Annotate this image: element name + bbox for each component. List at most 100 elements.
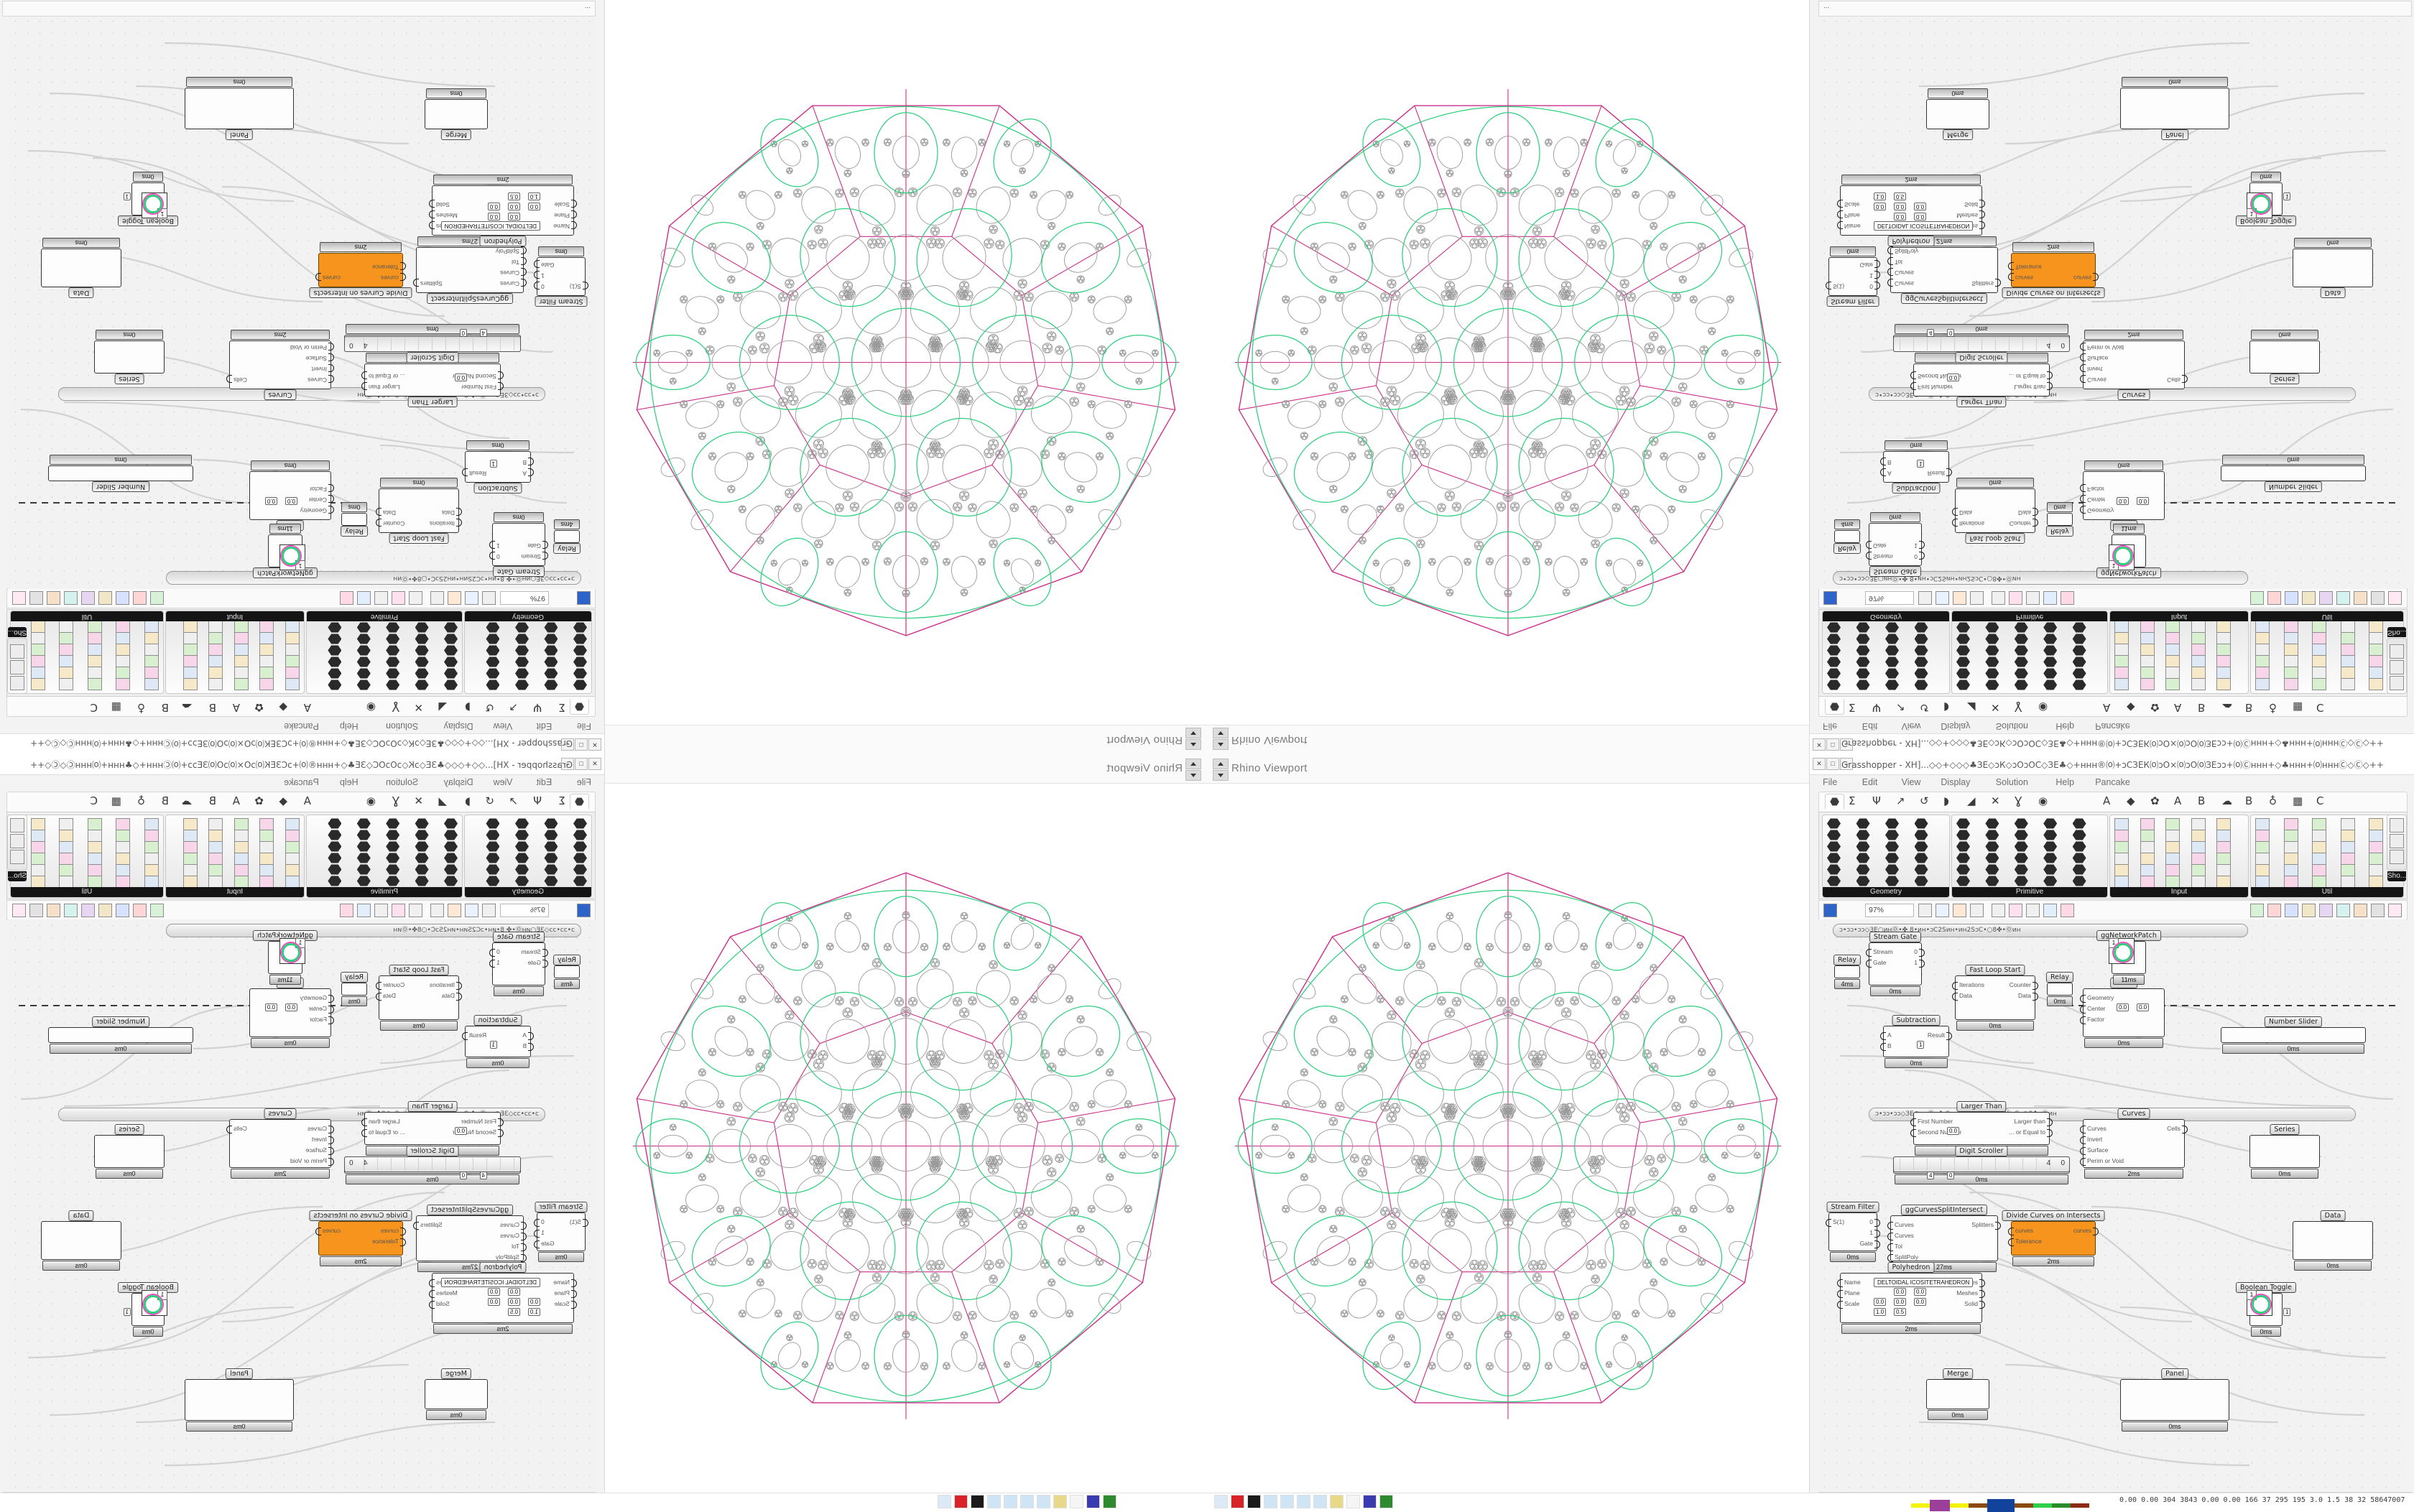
component-icon[interactable]	[573, 622, 587, 633]
tab-cloud[interactable]: ☁	[2221, 794, 2232, 807]
input-pin[interactable]	[1887, 268, 1893, 276]
output-pin[interactable]	[534, 1219, 540, 1227]
component-caption[interactable]: Relay	[341, 526, 368, 537]
component-icon[interactable]	[1956, 818, 1970, 829]
toolbar-icon[interactable]	[98, 904, 112, 917]
boolean-toggle[interactable]: 1	[2109, 938, 2135, 964]
value-field[interactable]: 1	[490, 1041, 497, 1049]
tab-globe[interactable]: ♁	[137, 794, 145, 807]
component-icon[interactable]	[183, 655, 198, 667]
component-icon[interactable]	[357, 668, 371, 679]
save-icon[interactable]	[577, 904, 591, 917]
gh-component[interactable]: Scale0msGeometryCenterFactor0.00.0	[249, 988, 331, 1037]
component-icon[interactable]	[31, 818, 45, 830]
component-icon[interactable]	[415, 680, 429, 690]
component-icon[interactable]	[1956, 657, 1970, 667]
component-icon[interactable]	[208, 632, 223, 644]
menu-item-view[interactable]: View	[1902, 721, 1921, 731]
component-icon[interactable]	[515, 876, 529, 886]
flyout-icon[interactable]	[10, 818, 24, 832]
input-pin[interactable]	[1837, 200, 1843, 208]
component-icon[interactable]	[2114, 667, 2129, 679]
taskbar-folder-icon[interactable]	[1330, 1495, 1344, 1508]
component-icon[interactable]	[2191, 644, 2206, 656]
component-icon[interactable]	[1885, 841, 1899, 852]
component-icon[interactable]	[2073, 818, 2086, 829]
menu-item-help[interactable]: Help	[2055, 721, 2074, 731]
name-field[interactable]: DELTOIDAL ICOSITETRAHEDRON	[1874, 1278, 1973, 1287]
value-field[interactable]: 4	[1927, 1172, 1934, 1179]
taskbar-notepad-icon[interactable]	[1313, 1495, 1327, 1508]
component-icon[interactable]	[2073, 841, 2086, 852]
menu-item-edit[interactable]: Edit	[537, 777, 552, 787]
value-field[interactable]: 0.0	[508, 1288, 520, 1296]
component-icon[interactable]	[1827, 668, 1841, 679]
bake-icon[interactable]	[1953, 904, 1966, 917]
component-icon[interactable]	[415, 876, 429, 886]
component-icon[interactable]	[486, 645, 500, 656]
component-icon[interactable]	[545, 668, 558, 679]
input-pin[interactable]	[1887, 1222, 1893, 1230]
toolbar-icon[interactable]	[116, 591, 129, 605]
component-icon[interactable]	[486, 853, 500, 863]
output-pin[interactable]	[534, 1230, 540, 1238]
search-icon[interactable]	[2043, 591, 2057, 605]
input-pin[interactable]	[1880, 458, 1886, 465]
component-icon[interactable]	[2140, 830, 2155, 842]
component-caption[interactable]: Merge	[1943, 129, 1973, 140]
component-caption[interactable]: Subtraction	[1892, 1015, 1941, 1026]
component-icon[interactable]	[88, 667, 102, 679]
input-pin[interactable]	[1887, 279, 1893, 287]
component-icon[interactable]	[59, 876, 73, 888]
component-icon[interactable]	[486, 818, 500, 829]
component-icon[interactable]	[31, 853, 45, 865]
component-icon[interactable]	[88, 864, 102, 876]
component-icon[interactable]	[144, 667, 159, 679]
viewport-down-arrow[interactable]	[1213, 728, 1229, 738]
component-icon[interactable]	[1885, 668, 1899, 679]
tab-a[interactable]: A	[2103, 701, 2110, 714]
input-pin[interactable]	[2080, 1158, 2086, 1166]
component-icon[interactable]	[259, 621, 274, 633]
component-icon[interactable]	[573, 657, 587, 667]
input-pin[interactable]	[1887, 246, 1893, 254]
value-field[interactable]: 0.0	[1894, 1298, 1906, 1306]
component-icon[interactable]	[116, 644, 130, 656]
output-pin[interactable]	[429, 200, 435, 208]
component-icon[interactable]	[1827, 876, 1841, 886]
intersect-tab[interactable]: ✕	[414, 701, 423, 714]
component-icon[interactable]	[31, 655, 45, 667]
component-icon[interactable]	[183, 876, 198, 888]
component-icon[interactable]	[259, 667, 274, 679]
component-caption[interactable]: Number Slider	[2265, 1016, 2322, 1027]
component-icon[interactable]	[208, 853, 223, 865]
save-icon[interactable]	[1823, 591, 1837, 605]
input-pin[interactable]	[2080, 375, 2086, 383]
component-icon[interactable]	[573, 668, 587, 679]
component-icon[interactable]	[357, 680, 371, 690]
component-icon[interactable]	[2255, 644, 2270, 656]
maths-tab[interactable]: Σ	[559, 794, 565, 807]
input-pin[interactable]	[2008, 1238, 2014, 1246]
boolean-toggle[interactable]: 1	[279, 544, 305, 570]
component-caption[interactable]: Number Slider	[92, 481, 149, 492]
help-icon[interactable]	[340, 591, 353, 605]
component-caption[interactable]: Stream Gate	[1869, 566, 1921, 577]
viewport-down-arrow[interactable]	[1185, 728, 1201, 738]
taskbar-calculator-icon[interactable]	[938, 1495, 951, 1508]
component-icon[interactable]	[59, 678, 73, 690]
tab-cloud[interactable]: ☁	[182, 794, 193, 807]
preview-eye-icon[interactable]	[1936, 591, 1949, 605]
component-icon[interactable]	[88, 655, 102, 667]
flyout-icon[interactable]	[10, 850, 24, 864]
maximize-icon[interactable]: □	[1826, 738, 1839, 751]
search-icon[interactable]	[2043, 904, 2057, 917]
input-pin[interactable]	[1837, 221, 1843, 229]
component-icon[interactable]	[1985, 876, 1999, 886]
component-icon[interactable]	[328, 668, 341, 679]
